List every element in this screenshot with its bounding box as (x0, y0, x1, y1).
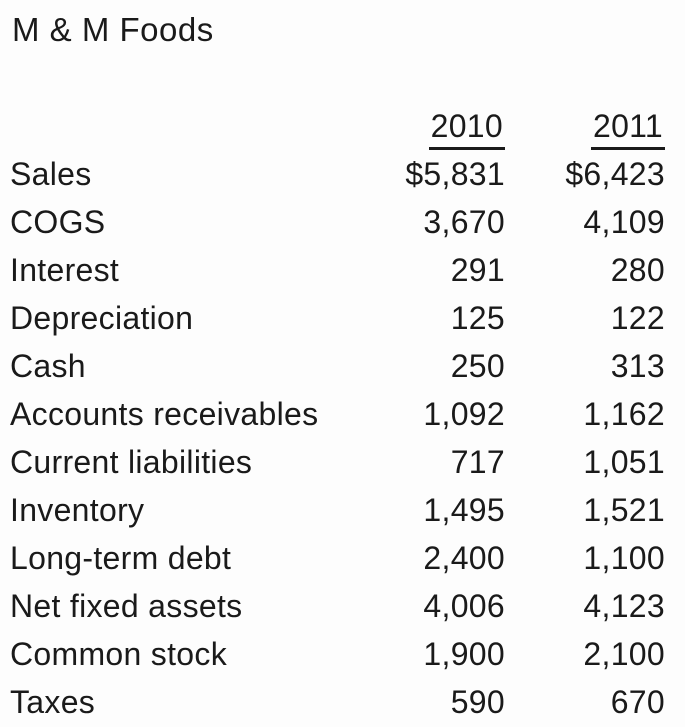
row-label: Common stock (10, 636, 227, 672)
row-label: Cash (10, 348, 86, 384)
row-label: Sales (10, 156, 92, 192)
value-2011: 122 (610, 300, 665, 336)
value-2011: 280 (610, 252, 665, 288)
row-label: Long-term debt (10, 540, 232, 576)
page-title: M & M Foods (12, 11, 214, 48)
row-label: Accounts receivables (10, 396, 319, 432)
value-2011: $6,423 (565, 156, 665, 192)
table-row: Accounts receivables 1,092 1,162 (10, 390, 665, 438)
value-2011: 313 (610, 348, 665, 384)
value-2011: 670 (610, 684, 665, 720)
row-label: Current liabilities (10, 444, 253, 480)
value-2011: 1,100 (583, 540, 665, 576)
row-label: Depreciation (10, 300, 194, 336)
value-2010: $5,831 (405, 156, 505, 192)
table-row: Long-term debt 2,400 1,100 (10, 534, 665, 582)
header-row: 2010 2011 (10, 102, 665, 150)
value-2010: 717 (450, 444, 505, 480)
row-label: COGS (10, 204, 106, 240)
row-label: Interest (10, 252, 120, 288)
value-2010: 1,092 (423, 396, 505, 432)
value-2011: 2,100 (583, 636, 665, 672)
value-2010: 590 (450, 684, 505, 720)
value-2010: 4,006 (423, 588, 505, 624)
table-row: Interest 291 280 (10, 246, 665, 294)
value-2011: 1,162 (583, 396, 665, 432)
value-2011: 1,521 (583, 492, 665, 528)
column-header-2011-label: 2011 (590, 106, 665, 150)
table-row: Depreciation 125 122 (10, 294, 665, 342)
table-row: COGS 3,670 4,109 (10, 198, 665, 246)
table-row: Common stock 1,900 2,100 (10, 630, 665, 678)
table-row: Sales $5,831 $6,423 (10, 150, 665, 198)
header-spacer (10, 102, 370, 150)
value-2011: 1,051 (583, 444, 665, 480)
value-2010: 125 (450, 300, 505, 336)
table-row: Current liabilities 717 1,051 (10, 438, 665, 486)
value-2010: 3,670 (423, 204, 505, 240)
value-2010: 1,900 (423, 636, 505, 672)
column-header-2010: 2010 (370, 102, 505, 150)
value-2011: 4,109 (583, 204, 665, 240)
table-row: Inventory 1,495 1,521 (10, 486, 665, 534)
table-row: Taxes 590 670 (10, 678, 665, 726)
row-label: Inventory (10, 492, 145, 528)
value-2010: 250 (450, 348, 505, 384)
table-body: Sales $5,831 $6,423 COGS 3,670 4,109 Int… (10, 150, 665, 726)
table-row: Net fixed assets 4,006 4,123 (10, 582, 665, 630)
financials-table: 2010 2011 Sales $5,831 $6,423 COGS 3,670… (10, 102, 665, 726)
column-header-2011: 2011 (505, 102, 665, 150)
value-2010: 291 (450, 252, 505, 288)
value-2010: 1,495 (423, 492, 505, 528)
value-2011: 4,123 (583, 588, 665, 624)
value-2010: 2,400 (423, 540, 505, 576)
row-label: Net fixed assets (10, 588, 243, 624)
table-row: Cash 250 313 (10, 342, 665, 390)
column-header-2010-label: 2010 (428, 106, 505, 150)
row-label: Taxes (10, 684, 96, 720)
